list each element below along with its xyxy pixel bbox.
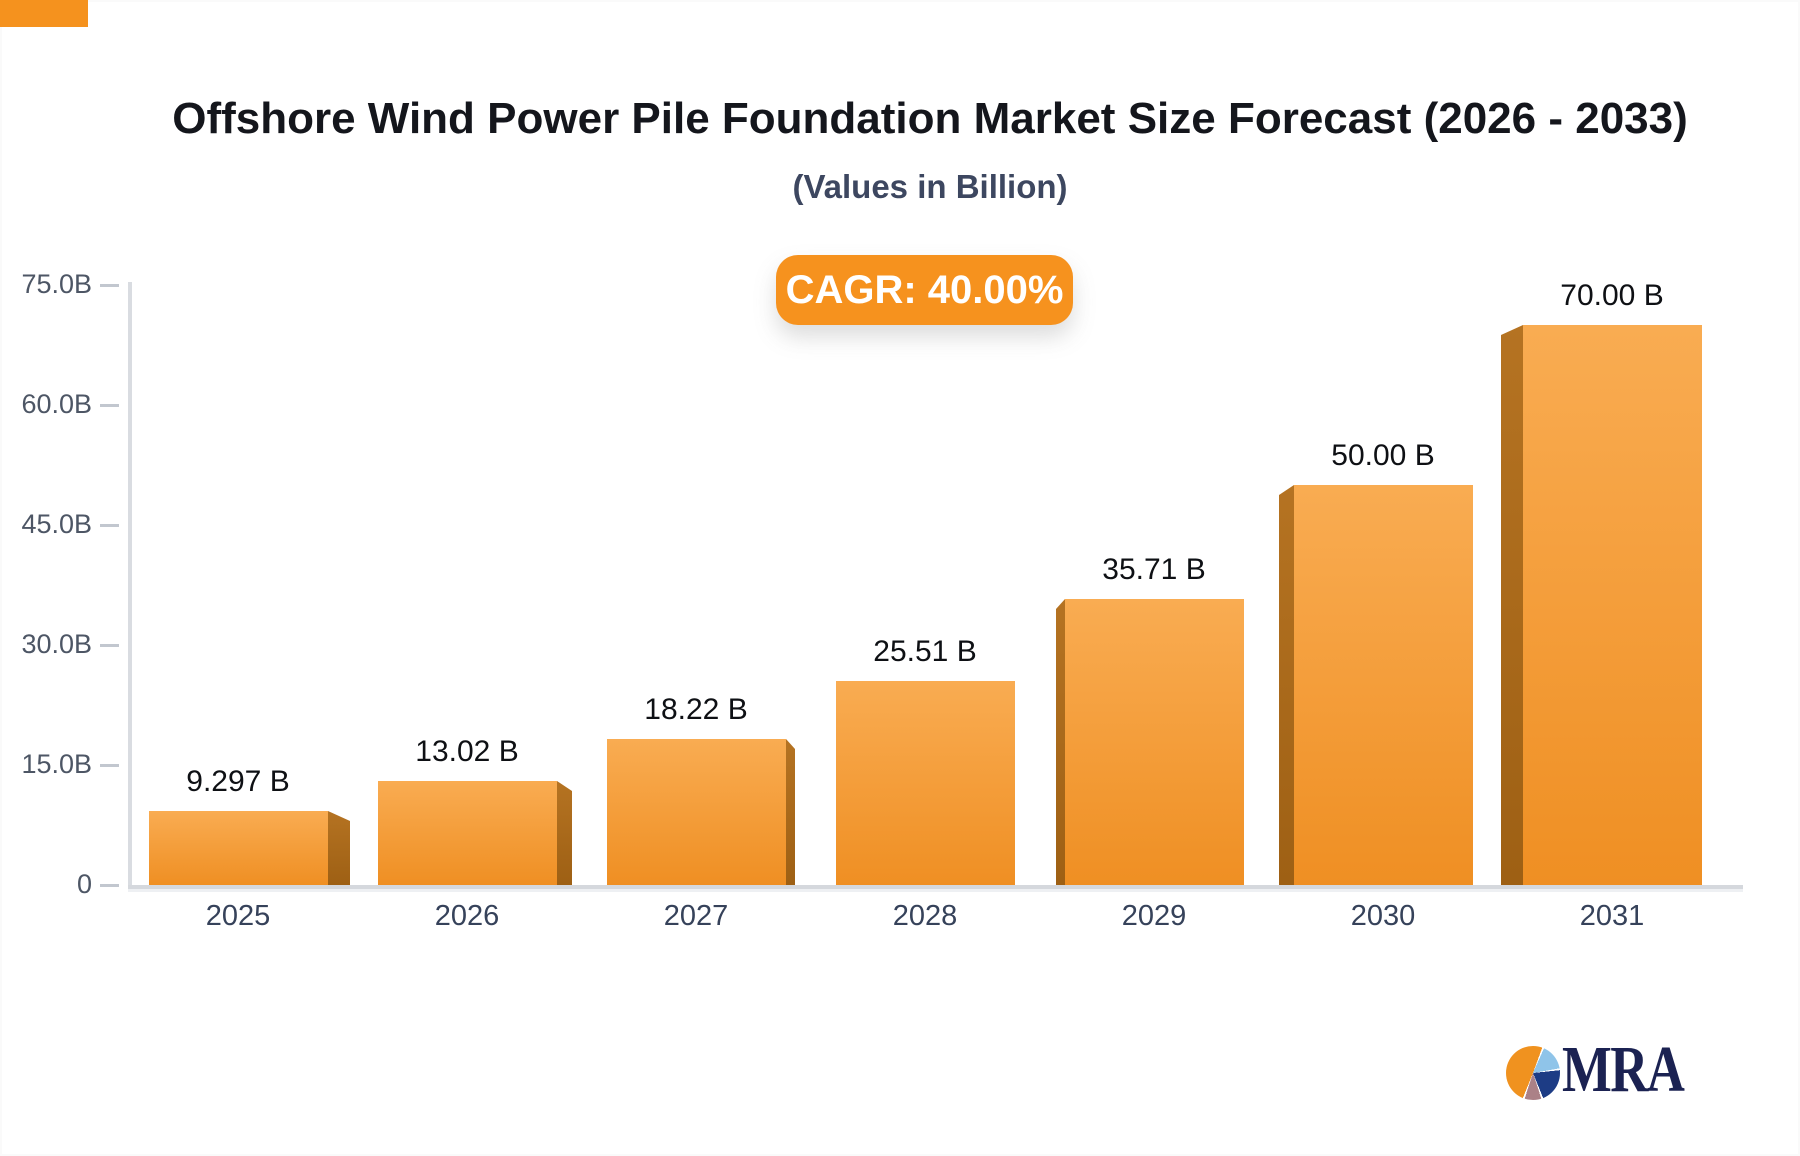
y-axis-line: [128, 282, 132, 889]
y-axis-label: 60.0B: [21, 389, 92, 419]
bar-3d-side: [328, 811, 350, 885]
y-axis-tick: [100, 884, 119, 887]
bar-3d-side: [786, 739, 795, 885]
bar-2025: [149, 811, 328, 885]
bar-value-label: 9.297 B: [186, 765, 290, 798]
bar-3d-side: [557, 781, 572, 885]
x-axis-label: 2025: [205, 900, 271, 932]
bar-2030: [1294, 485, 1473, 885]
cagr-badge: CAGR: 40.00%: [776, 255, 1073, 325]
bar-3d-side: [1056, 599, 1065, 885]
bar-3d-side: [1279, 485, 1294, 885]
bar-value-label: 18.22 B: [644, 693, 748, 726]
x-axis-label: 2029: [1121, 900, 1187, 932]
chart-title: Offshore Wind Power Pile Foundation Mark…: [172, 94, 1688, 143]
bar-value-label: 25.51 B: [873, 635, 977, 668]
bar-3d-side: [1501, 325, 1523, 885]
y-axis-label: 45.0B: [21, 509, 92, 539]
logo-text: MRA: [1562, 1033, 1685, 1106]
bar-value-label: 13.02 B: [415, 735, 519, 768]
x-axis-label: 2030: [1350, 900, 1416, 932]
y-axis-tick: [100, 404, 119, 407]
bar-value-label: 50.00 B: [1331, 439, 1435, 472]
bar-value-label: 35.71 B: [1102, 553, 1206, 586]
bar-2029: [1065, 599, 1244, 885]
pie-logo-icon: [1506, 1046, 1560, 1100]
bar-2027: [607, 739, 786, 885]
top-left-orange-strip: [0, 0, 88, 27]
y-axis-label: 75.0B: [21, 269, 92, 299]
bar-2031: [1523, 325, 1702, 885]
x-axis-label: 2026: [434, 900, 500, 932]
mra-logo: MRA: [1506, 1033, 1714, 1106]
y-axis-tick: [100, 284, 119, 287]
bar-2026: [378, 781, 557, 885]
bar-value-label: 70.00 B: [1560, 279, 1664, 312]
chart-subtitle: (Values in Billion): [792, 168, 1068, 205]
y-axis-label: 30.0B: [21, 629, 92, 659]
y-axis-tick: [100, 524, 119, 527]
x-axis-label: 2027: [663, 900, 729, 932]
x-axis-label: 2031: [1579, 900, 1645, 932]
y-axis-tick: [100, 764, 119, 767]
y-axis-label: 0: [76, 869, 92, 899]
x-axis-baseline: [128, 885, 1743, 889]
x-axis-label: 2028: [892, 900, 958, 932]
y-axis-label: 15.0B: [21, 749, 92, 779]
y-axis-tick: [100, 644, 119, 647]
bar-2028: [836, 681, 1015, 885]
